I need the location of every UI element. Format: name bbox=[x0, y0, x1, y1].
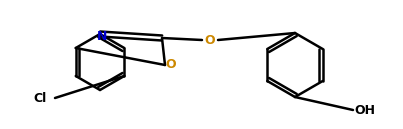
Text: O: O bbox=[205, 34, 215, 46]
Text: O: O bbox=[166, 58, 177, 71]
Text: N: N bbox=[97, 30, 107, 43]
Text: Cl: Cl bbox=[33, 91, 47, 104]
Text: OH: OH bbox=[355, 103, 376, 116]
